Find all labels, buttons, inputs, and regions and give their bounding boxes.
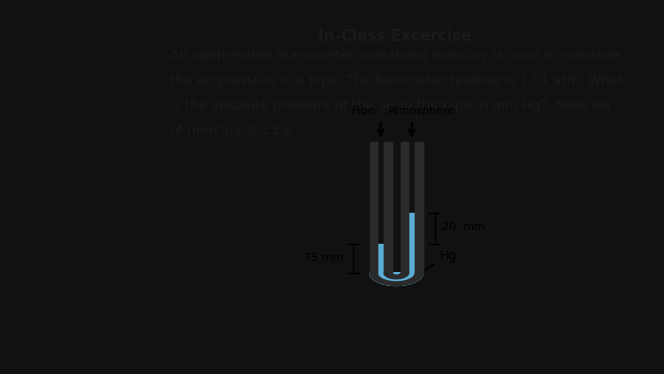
Text: 20. mm: 20. mm [442, 221, 485, 232]
Text: the air pressure in a pipe. The barometer reading is 1.01 atm. What: the air pressure in a pipe. The baromete… [171, 74, 623, 87]
Text: In-Class Excercise: In-Class Excercise [319, 29, 471, 44]
Text: Hg: Hg [408, 249, 457, 281]
Text: 75 mm: 75 mm [304, 254, 343, 263]
Polygon shape [392, 273, 401, 275]
Polygon shape [370, 273, 423, 285]
Polygon shape [370, 273, 423, 285]
Text: Pipe: Pipe [353, 107, 376, 116]
Text: of mercury is 13.6.: of mercury is 13.6. [171, 124, 296, 137]
Text: is the absolute pressure of the air in the pipe in mm Hg?  Note SG: is the absolute pressure of the air in t… [171, 99, 611, 112]
Polygon shape [384, 273, 408, 279]
Text: An open-ended manometer containing mercury is used to measure: An open-ended manometer containing mercu… [171, 49, 620, 62]
Polygon shape [370, 273, 423, 285]
Text: Atmosphere: Atmosphere [388, 107, 455, 116]
